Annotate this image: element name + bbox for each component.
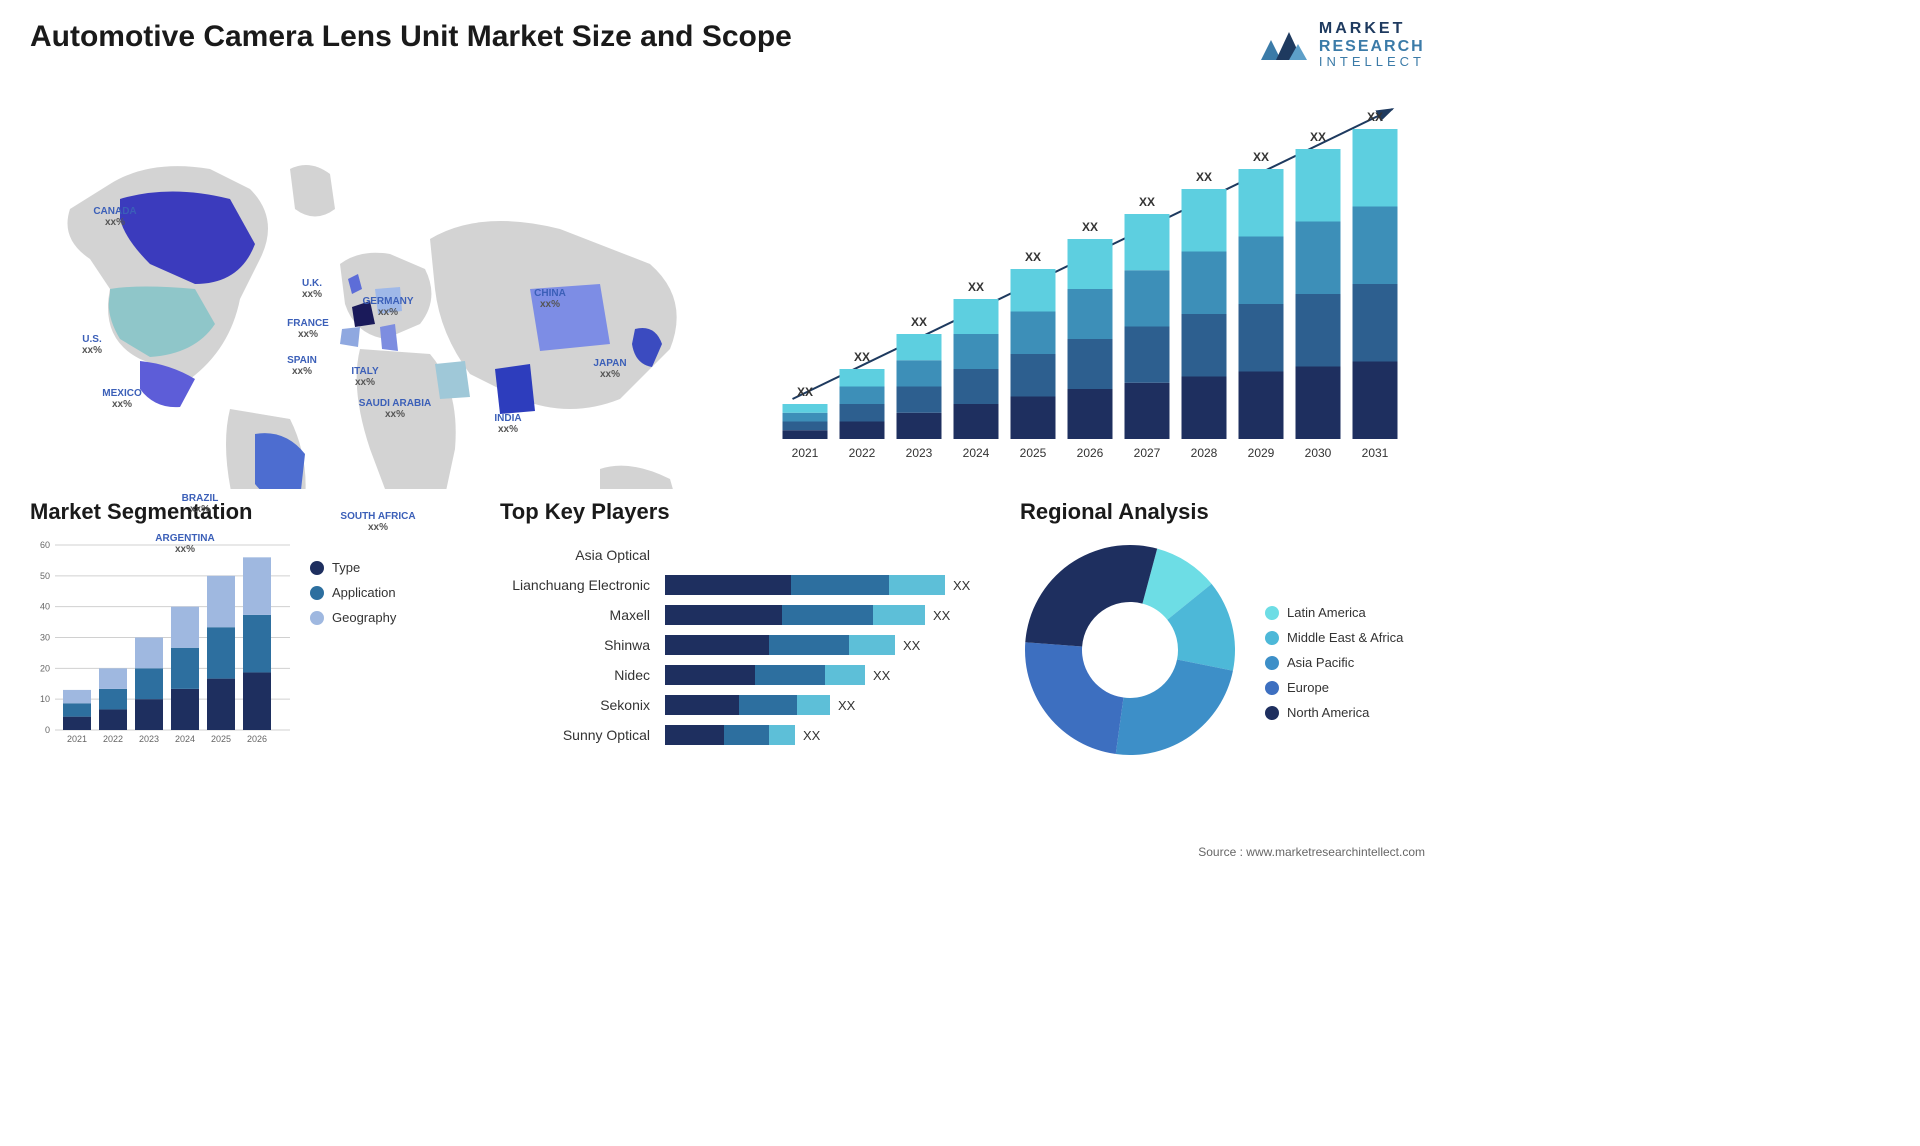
player-label: Nidec <box>500 660 650 690</box>
svg-text:2025: 2025 <box>1020 446 1047 460</box>
map-label: ARGENTINAxx% <box>155 533 214 555</box>
page-title: Automotive Camera Lens Unit Market Size … <box>30 20 792 54</box>
svg-text:2027: 2027 <box>1134 446 1161 460</box>
player-value: XX <box>873 668 890 683</box>
players-chart: Asia OpticalLianchuang ElectronicMaxellS… <box>500 540 980 750</box>
logo-icon <box>1256 22 1311 67</box>
svg-text:XX: XX <box>911 315 927 329</box>
player-value: XX <box>953 578 970 593</box>
svg-text:2024: 2024 <box>175 734 195 744</box>
segmentation-legend: Type Application Geography <box>310 540 396 750</box>
svg-text:2025: 2025 <box>211 734 231 744</box>
svg-text:10: 10 <box>40 695 50 705</box>
map-label: U.K.xx% <box>302 278 322 300</box>
svg-text:0: 0 <box>45 725 50 735</box>
svg-text:XX: XX <box>968 280 984 294</box>
map-label: SAUDI ARABIAxx% <box>359 398 431 420</box>
svg-text:2023: 2023 <box>139 734 159 744</box>
map-label: CHINAxx% <box>534 288 566 310</box>
logo-line3: INTELLECT <box>1319 55 1425 69</box>
world-map: CANADAxx%U.S.xx%MEXICOxx%BRAZILxx%ARGENT… <box>30 89 730 469</box>
player-value: XX <box>838 698 855 713</box>
svg-text:XX: XX <box>1139 195 1155 209</box>
svg-text:2023: 2023 <box>906 446 933 460</box>
legend-item: Type <box>310 560 396 575</box>
map-label: JAPANxx% <box>593 358 626 380</box>
map-label: GERMANYxx% <box>362 296 413 318</box>
segmentation-chart: 0 10 20 30 40 50 60 2021 2022 2023 2024 2025 2026 <box>30 540 290 750</box>
player-label: Sunny Optical <box>500 720 650 750</box>
legend-item: Latin America <box>1265 605 1403 620</box>
player-bar-row: XX <box>665 600 980 630</box>
svg-text:2026: 2026 <box>247 734 267 744</box>
svg-text:2021: 2021 <box>67 734 87 744</box>
map-label: CANADAxx% <box>93 206 136 228</box>
svg-text:XX: XX <box>854 350 870 364</box>
map-label: INDIAxx% <box>494 413 521 435</box>
svg-text:2029: 2029 <box>1248 446 1275 460</box>
svg-text:2022: 2022 <box>849 446 876 460</box>
player-label: Lianchuang Electronic <box>500 570 650 600</box>
forecast-bar-chart: XX 2021 XX 2022 XX 2023 XX 2024 XX 2025 XX 2026 XX 20… <box>760 89 1425 469</box>
player-value: XX <box>903 638 920 653</box>
legend-item: Asia Pacific <box>1265 655 1403 670</box>
legend-item: Europe <box>1265 680 1403 695</box>
player-bar-row <box>665 540 980 570</box>
svg-text:60: 60 <box>40 540 50 550</box>
svg-text:XX: XX <box>1310 130 1326 144</box>
map-label: SOUTH AFRICAxx% <box>340 511 415 533</box>
svg-text:2028: 2028 <box>1191 446 1218 460</box>
player-bar-row: XX <box>665 660 980 690</box>
player-bar-row: XX <box>665 630 980 660</box>
player-label: Sekonix <box>500 690 650 720</box>
map-label: ITALYxx% <box>351 366 378 388</box>
svg-text:20: 20 <box>40 664 50 674</box>
svg-text:2031: 2031 <box>1362 446 1389 460</box>
map-label: U.S.xx% <box>82 334 102 356</box>
player-label: Maxell <box>500 600 650 630</box>
svg-text:50: 50 <box>40 571 50 581</box>
svg-text:2026: 2026 <box>1077 446 1104 460</box>
player-value: XX <box>803 728 820 743</box>
regional-legend: Latin America Middle East & Africa Asia Pa… <box>1265 585 1403 720</box>
svg-text:2024: 2024 <box>963 446 990 460</box>
svg-text:40: 40 <box>40 602 50 612</box>
map-label: BRAZILxx% <box>182 493 219 515</box>
svg-text:XX: XX <box>1025 250 1041 264</box>
map-label: MEXICOxx% <box>102 388 141 410</box>
legend-item: Application <box>310 585 396 600</box>
svg-text:XX: XX <box>797 385 813 399</box>
svg-text:XX: XX <box>1367 110 1383 124</box>
svg-text:XX: XX <box>1196 170 1212 184</box>
regional-donut-chart <box>1020 540 1240 765</box>
legend-item: North America <box>1265 705 1403 720</box>
logo-line1: MARKET <box>1319 20 1425 38</box>
map-label: FRANCExx% <box>287 318 329 340</box>
legend-item: Middle East & Africa <box>1265 630 1403 645</box>
logo-line2: RESEARCH <box>1319 38 1425 56</box>
map-label: SPAINxx% <box>287 355 317 377</box>
svg-text:XX: XX <box>1082 220 1098 234</box>
player-label: Shinwa <box>500 630 650 660</box>
brand-logo: MARKET RESEARCH INTELLECT <box>1256 20 1425 69</box>
player-value: XX <box>933 608 950 623</box>
player-bar-row: XX <box>665 720 980 750</box>
player-bar-row: XX <box>665 570 980 600</box>
player-label: Asia Optical <box>500 540 650 570</box>
svg-text:30: 30 <box>40 633 50 643</box>
players-title: Top Key Players <box>500 499 980 525</box>
svg-text:XX: XX <box>1253 150 1269 164</box>
svg-text:2022: 2022 <box>103 734 123 744</box>
regional-title: Regional Analysis <box>1020 499 1425 525</box>
svg-text:2021: 2021 <box>792 446 819 460</box>
player-bar-row: XX <box>665 690 980 720</box>
legend-item: Geography <box>310 610 396 625</box>
svg-text:2030: 2030 <box>1305 446 1332 460</box>
source-attribution: Source : www.marketresearchintellect.com <box>1198 845 1425 859</box>
